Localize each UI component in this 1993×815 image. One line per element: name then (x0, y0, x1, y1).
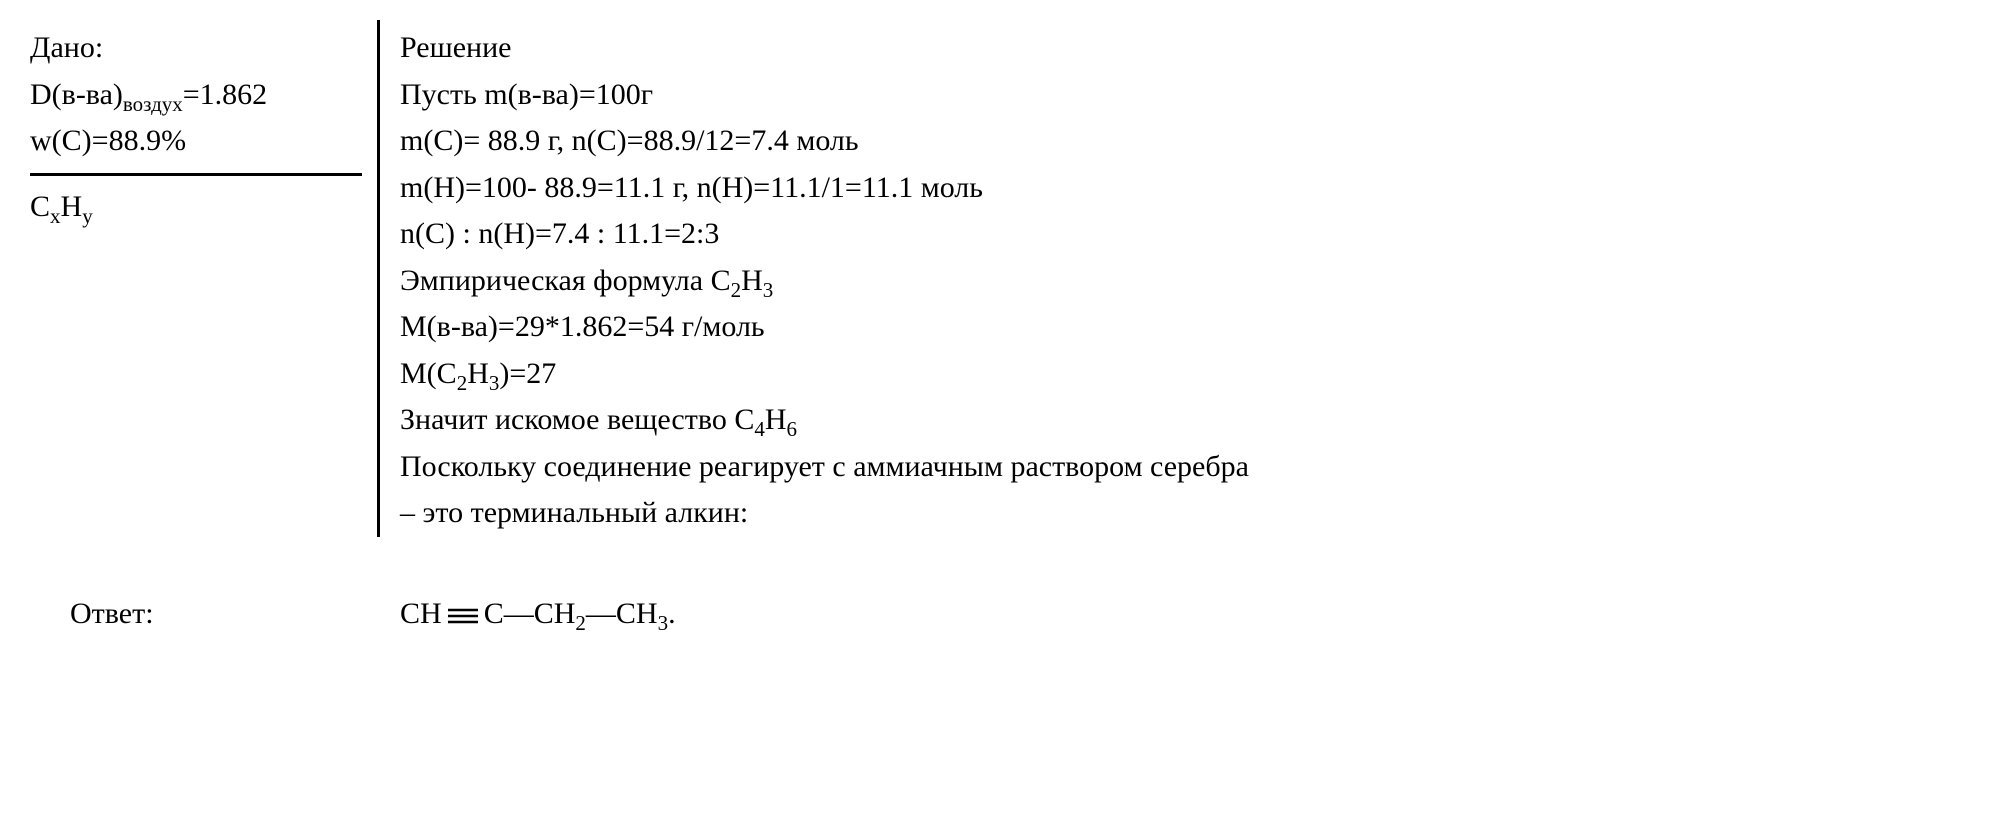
empirical-prefix: Эмпирическая формула C (400, 264, 731, 297)
top-section: Дано: D(в-ва)воздух=1.862 w(C)=88.9% CxH… (30, 20, 1963, 537)
answer-sub3: 3 (658, 611, 669, 635)
problem-container: Дано: D(в-ва)воздух=1.862 w(C)=88.9% CxH… (30, 20, 1963, 631)
formula-x: x (50, 204, 61, 228)
solution-label: Решение (400, 25, 1963, 72)
solution-line-10: – это терминальный алкин: (400, 490, 1963, 537)
solution-line-8: Значит искомое вещество C4H6 (400, 397, 1963, 444)
molar-suffix: )=27 (499, 357, 556, 390)
result-prefix: Значит искомое вещество C (400, 403, 754, 436)
solution-line-7: M(C2H3)=27 (400, 351, 1963, 398)
solution-line-5: Эмпирическая формула C2H3 (400, 258, 1963, 305)
empirical-mid: H (741, 264, 763, 297)
answer-c-ch2: C—CH (484, 597, 576, 630)
formula-line: CxHy (30, 184, 362, 231)
given-label: Дано: (30, 25, 362, 72)
solution-line-1: Пусть m(в-ва)=100г (400, 72, 1963, 119)
mass-fraction-line: w(C)=88.9% (30, 118, 362, 165)
density-line: D(в-ва)воздух=1.862 (30, 72, 362, 119)
formula-h: H (61, 190, 83, 223)
given-column: Дано: D(в-ва)воздух=1.862 w(C)=88.9% CxH… (30, 20, 380, 537)
find-section: CxHy (30, 176, 362, 231)
given-data: Дано: D(в-ва)воздух=1.862 w(C)=88.9% (30, 25, 362, 176)
molar-sub1: 2 (457, 371, 468, 395)
molar-prefix: M(C (400, 357, 457, 390)
triple-bond-icon (446, 606, 480, 626)
answer-sub2: 2 (575, 611, 586, 635)
molar-mid: H (467, 357, 489, 390)
answer-ch3: —CH (586, 597, 658, 630)
result-sub2: 6 (787, 417, 798, 441)
answer-ch: CH (400, 597, 442, 630)
solution-line-2: m(C)= 88.9 г, n(C)=88.9/12=7.4 моль (400, 118, 1963, 165)
formula-c: C (30, 190, 50, 223)
solution-column: Решение Пусть m(в-ва)=100г m(C)= 88.9 г,… (380, 20, 1963, 537)
answer-period: . (668, 597, 676, 630)
result-mid: H (765, 403, 787, 436)
density-value: =1.862 (183, 78, 267, 111)
result-sub1: 4 (754, 417, 765, 441)
formula-y: y (82, 204, 93, 228)
solution-line-4: n(C) : n(H)=7.4 : 11.1=2:3 (400, 211, 1963, 258)
solution-line-6: M(в-ва)=29*1.862=54 г/моль (400, 304, 1963, 351)
empirical-sub1: 2 (731, 278, 742, 302)
molar-sub2: 3 (489, 371, 500, 395)
answer-label: Ответ: (30, 597, 380, 631)
empirical-sub2: 3 (763, 278, 774, 302)
solution-line-9: Поскольку соединение реагирует с аммиачн… (400, 444, 1963, 491)
answer-section: Ответ: CHC—CH2—CH3. (30, 597, 1963, 631)
answer-formula: CHC—CH2—CH3. (380, 597, 676, 631)
density-prefix: D(в-ва) (30, 78, 123, 111)
density-subscript: воздух (123, 92, 183, 116)
solution-line-3: m(H)=100- 88.9=11.1 г, n(H)=11.1/1=11.1 … (400, 165, 1963, 212)
